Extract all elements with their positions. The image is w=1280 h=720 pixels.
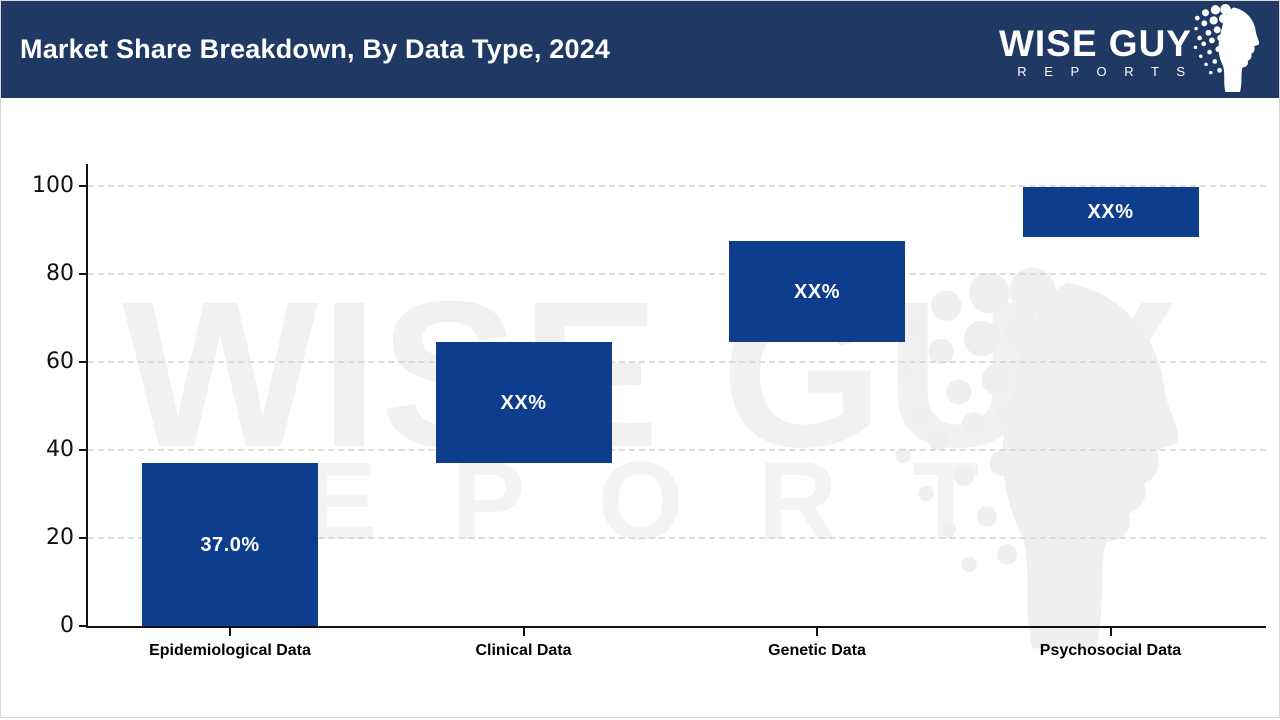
y-axis-line bbox=[86, 164, 88, 628]
x-tick-mark bbox=[522, 628, 525, 636]
y-tick-mark bbox=[79, 273, 87, 275]
header-bar: Market Share Breakdown, By Data Type, 20… bbox=[0, 0, 1280, 98]
x-axis-line bbox=[86, 626, 1266, 628]
y-tick-label: 60 bbox=[46, 349, 74, 374]
brand-subname: R E P O R T S bbox=[1017, 63, 1192, 79]
y-tick-mark bbox=[79, 625, 87, 627]
gridline bbox=[88, 273, 1266, 275]
x-category-label: Epidemiological Data bbox=[149, 642, 311, 659]
x-tick-mark bbox=[1109, 628, 1112, 636]
y-tick-label: 40 bbox=[46, 437, 74, 462]
x-category-label: Clinical Data bbox=[475, 642, 572, 659]
y-tick-mark bbox=[79, 537, 87, 539]
y-tick-mark bbox=[79, 449, 87, 451]
bar-value-label: 37.0% bbox=[200, 533, 260, 556]
gridline bbox=[88, 537, 1266, 539]
brand-logo: WISE GUY R E P O R T S bbox=[998, 4, 1274, 96]
y-tick-mark bbox=[79, 361, 87, 363]
bar-segment bbox=[729, 241, 905, 343]
x-tick-mark bbox=[816, 628, 818, 636]
brand-logo-text: WISE GUY R E P O R T S bbox=[998, 22, 1192, 80]
brand-name: WISE GUY bbox=[998, 22, 1192, 64]
gridline bbox=[88, 185, 1266, 187]
bar-value-label: XX% bbox=[500, 391, 547, 414]
head-profile-icon bbox=[1178, 4, 1274, 96]
y-tick-label: 80 bbox=[46, 261, 74, 286]
gridline bbox=[88, 449, 1266, 451]
gridline bbox=[88, 361, 1266, 363]
bar-value-label: XX% bbox=[794, 280, 840, 303]
y-tick-label: 0 bbox=[60, 613, 74, 638]
bar-segment bbox=[1022, 186, 1199, 238]
bar-segment bbox=[435, 342, 612, 464]
page-title: Market Share Breakdown, By Data Type, 20… bbox=[20, 33, 611, 64]
x-tick-mark bbox=[229, 628, 231, 636]
y-tick-label: 100 bbox=[32, 173, 74, 198]
bar-value-label: XX% bbox=[1087, 201, 1134, 224]
x-category-label: Psychosocial Data bbox=[1039, 642, 1182, 659]
y-tick-label: 20 bbox=[46, 525, 74, 550]
bar-segment bbox=[142, 463, 318, 626]
y-tick-mark bbox=[79, 185, 87, 187]
x-category-label: Genetic Data bbox=[768, 642, 866, 659]
